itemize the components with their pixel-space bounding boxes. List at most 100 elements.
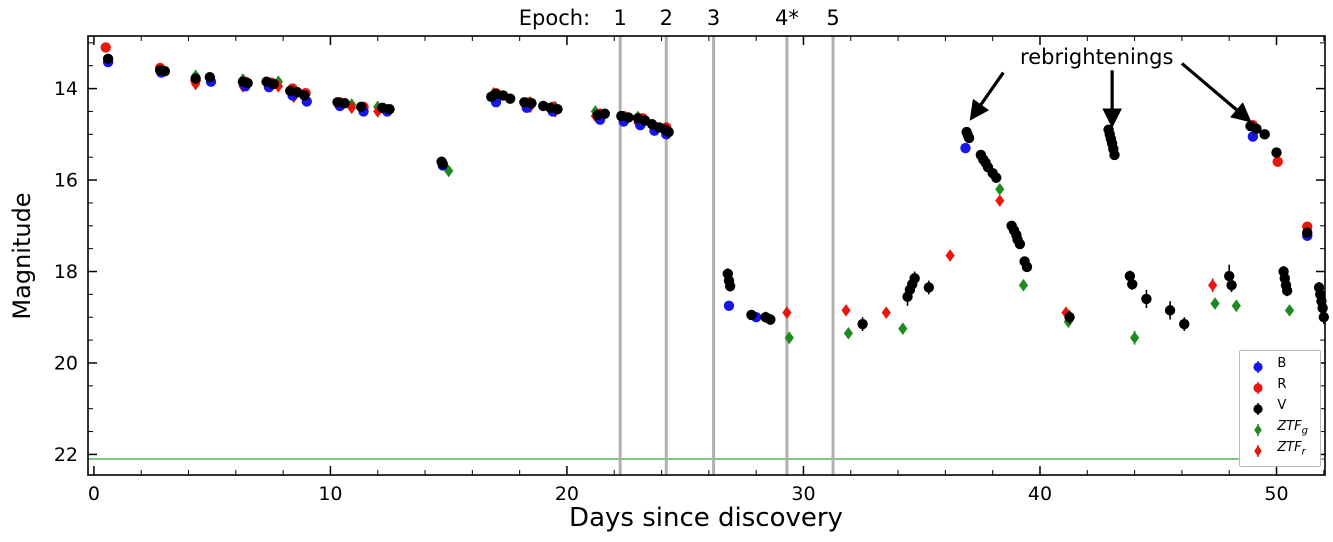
data-point [159,66,171,77]
y-tick-label: 18 [54,261,78,283]
data-point [190,73,201,84]
data-point [526,98,537,109]
data-point [102,53,114,65]
y-tick-label: 20 [54,352,78,374]
legend-item-ZTFg: ZTFg [1248,419,1308,438]
data-point [991,172,1002,183]
data-point [1281,285,1293,296]
annotation-rebrightenings: rebrightenings [1020,44,1174,69]
data-point [373,105,383,118]
data-point [1014,238,1026,250]
y-axis-label: Magnitude [8,192,36,320]
data-point [204,71,216,83]
data-point [1164,305,1176,316]
data-point [437,158,448,170]
rebrightening-arrow [969,71,1005,121]
epoch-label: 4* [775,6,799,30]
data-point [1127,279,1138,290]
data-point [1210,297,1220,310]
data-point [1179,318,1190,330]
data-point [1284,304,1295,317]
data-point [857,318,868,330]
legend-marker-circle-icon [1248,401,1268,417]
legend-marker-circle-icon [1248,359,1268,375]
legend-item-ZTFr: ZTFr [1248,440,1308,459]
data-point [1130,331,1140,345]
epoch-label: 5 [826,6,839,30]
data-point [599,108,610,119]
data-point [963,132,975,144]
data-point [1259,129,1270,140]
data-point [782,306,792,319]
data-point [1018,278,1029,292]
data-point [1247,131,1259,142]
data-point [268,78,279,90]
legend-marker-diamond-icon [1248,443,1268,459]
data-point [1251,123,1262,135]
data-point [898,322,908,335]
data-point [843,326,854,340]
epoch-label: 2 [660,6,673,30]
legend: B R V ZTFg ZTFr [1239,350,1321,467]
data-point [1208,278,1218,292]
epoch-label: 1 [613,6,626,30]
data-point [995,182,1005,196]
plot-frame [87,35,1326,476]
legend-label: V [1277,398,1287,414]
data-point [784,331,794,345]
data-point [347,101,357,115]
legend-label: R [1277,377,1287,393]
data-point [1302,227,1313,238]
data-point [1226,280,1237,291]
x-tick-label: 20 [555,483,579,505]
data-point [1224,270,1235,282]
y-tick-label: 22 [54,444,78,466]
data-point [1271,147,1282,158]
data-point [1141,293,1152,305]
data-point [1109,149,1120,161]
legend-label: ZTFg [1277,419,1308,437]
legend-marker-diamond-icon [1248,422,1268,438]
legend-marker-circle-icon [1248,380,1268,396]
data-point [765,314,776,325]
data-point [945,249,955,262]
data-point [1124,270,1136,282]
legend-item-B: B [1248,356,1308,375]
legend-label: B [1277,356,1287,372]
y-tick-label: 16 [54,170,78,192]
data-point [299,90,310,101]
data-point [1061,306,1071,319]
data-point [1231,299,1241,313]
data-point [504,93,516,104]
x-tick-label: 30 [791,483,815,505]
data-point [1317,302,1328,314]
epoch-header: Epoch: [519,6,590,30]
data-point [881,306,891,319]
data-point [623,112,634,123]
y-tick-label: 14 [54,78,78,100]
data-point [1272,156,1283,167]
data-point [1064,312,1075,323]
epoch-label: 3 [707,6,720,30]
x-tick-label: 0 [88,483,100,505]
x-axis-label: Days since discovery [569,503,843,533]
x-tick-label: 50 [1264,483,1288,505]
legend-item-V: V [1248,398,1308,417]
rebrightening-arrow [1180,62,1252,123]
data-point [841,304,851,317]
data-point [339,98,350,109]
data-point [723,300,735,311]
data-point [1318,312,1330,323]
data-point [923,282,935,293]
x-tick-label: 10 [318,483,342,505]
data-point [995,194,1005,207]
data-point [100,42,111,53]
data-point [960,142,971,154]
data-point [909,273,920,284]
legend-label: ZTFr [1277,440,1306,458]
data-point [273,80,283,93]
data-point [724,280,736,292]
data-point [746,309,757,321]
data-point [242,77,253,89]
x-tick-label: 40 [1028,483,1052,505]
